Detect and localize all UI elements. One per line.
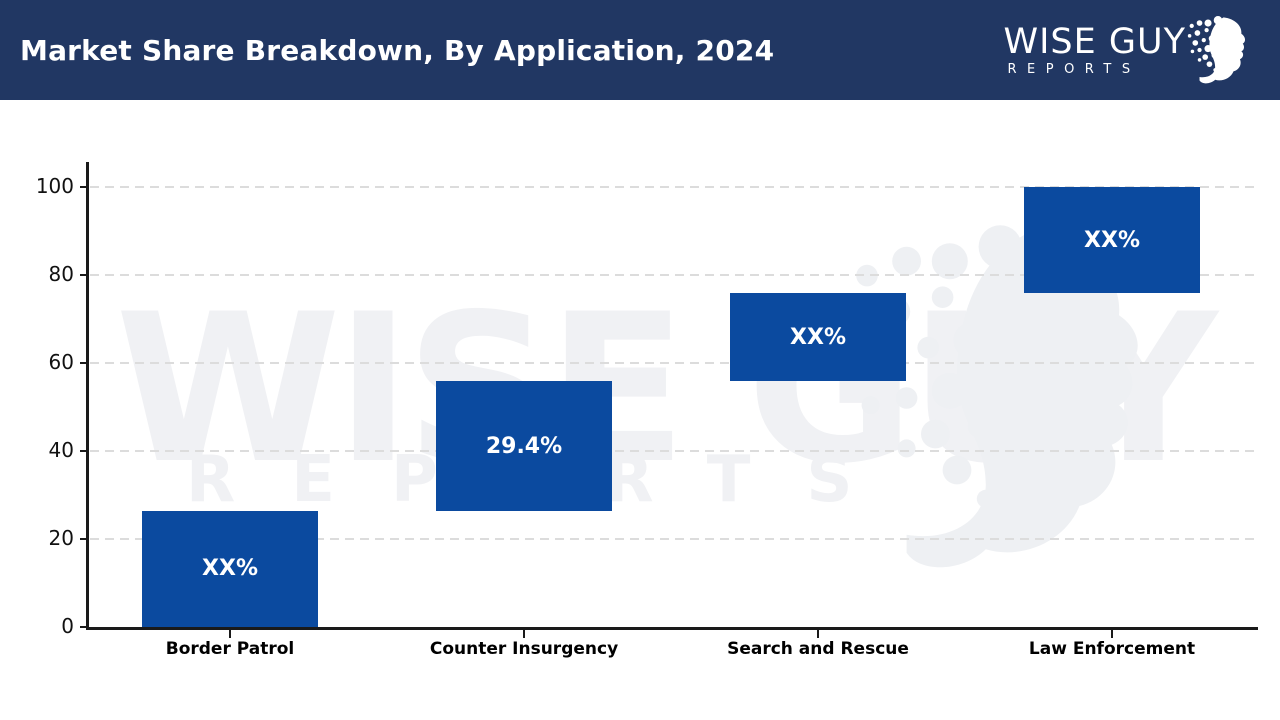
gridline	[90, 538, 1258, 540]
y-tick-label: 20	[48, 526, 74, 550]
chart-area: WISE GUY REPORTS 020406080100XX%29.4%XX%…	[0, 100, 1280, 720]
bar-value-label: XX%	[1084, 227, 1140, 253]
y-tick-mark	[80, 274, 88, 276]
header: Market Share Breakdown, By Application, …	[0, 0, 1280, 100]
y-tick-mark	[80, 626, 88, 628]
gridline	[90, 186, 1258, 188]
category-label: Law Enforcement	[1028, 639, 1196, 659]
y-tick-mark	[80, 186, 88, 188]
x-tick-mark	[817, 630, 819, 638]
bar-value-label: XX%	[790, 324, 846, 350]
gridline	[90, 362, 1258, 364]
logo-subtitle: REPORTS	[1007, 61, 1141, 77]
y-tick-mark	[80, 538, 88, 540]
category-label: Search and Rescue	[727, 639, 909, 659]
category-label: Border Patrol	[165, 639, 295, 659]
y-tick-label: 60	[48, 350, 74, 374]
logo-wordmark: WISE GUY	[1003, 21, 1186, 62]
bar-value-label: 29.4%	[485, 433, 563, 459]
x-tick-mark	[1111, 630, 1113, 638]
wise-guy-reports-logo: WISE GUY REPORTS	[1003, 10, 1252, 90]
x-tick-mark	[229, 630, 231, 638]
gridline	[90, 450, 1258, 452]
bar-segment: 29.4%	[436, 381, 612, 511]
x-tick-mark	[523, 630, 525, 638]
gridline	[90, 274, 1258, 276]
x-axis-line	[86, 627, 1258, 630]
y-tick-label: 40	[48, 438, 74, 462]
y-tick-mark	[80, 450, 88, 452]
bar-segment: XX%	[142, 510, 318, 627]
y-tick-mark	[80, 362, 88, 364]
bar-segment: XX%	[730, 293, 906, 382]
y-tick-label: 0	[61, 614, 74, 638]
y-axis-line	[86, 162, 89, 630]
category-label: Counter Insurgency	[429, 639, 619, 659]
bar-segment: XX%	[1024, 187, 1200, 294]
plot-area: 0 20 40 60 80 100 XX% 29.4% XX% XX% Border Patrol C…	[0, 100, 1280, 720]
logo-text: WISE GUY REPORTS	[1003, 21, 1186, 77]
y-tick-label: 100	[35, 174, 74, 198]
bar-value-label: XX%	[202, 556, 258, 582]
logo-face-icon	[1174, 10, 1252, 90]
y-tick-label: 80	[48, 262, 74, 286]
page-title: Market Share Breakdown, By Application, …	[20, 33, 775, 67]
